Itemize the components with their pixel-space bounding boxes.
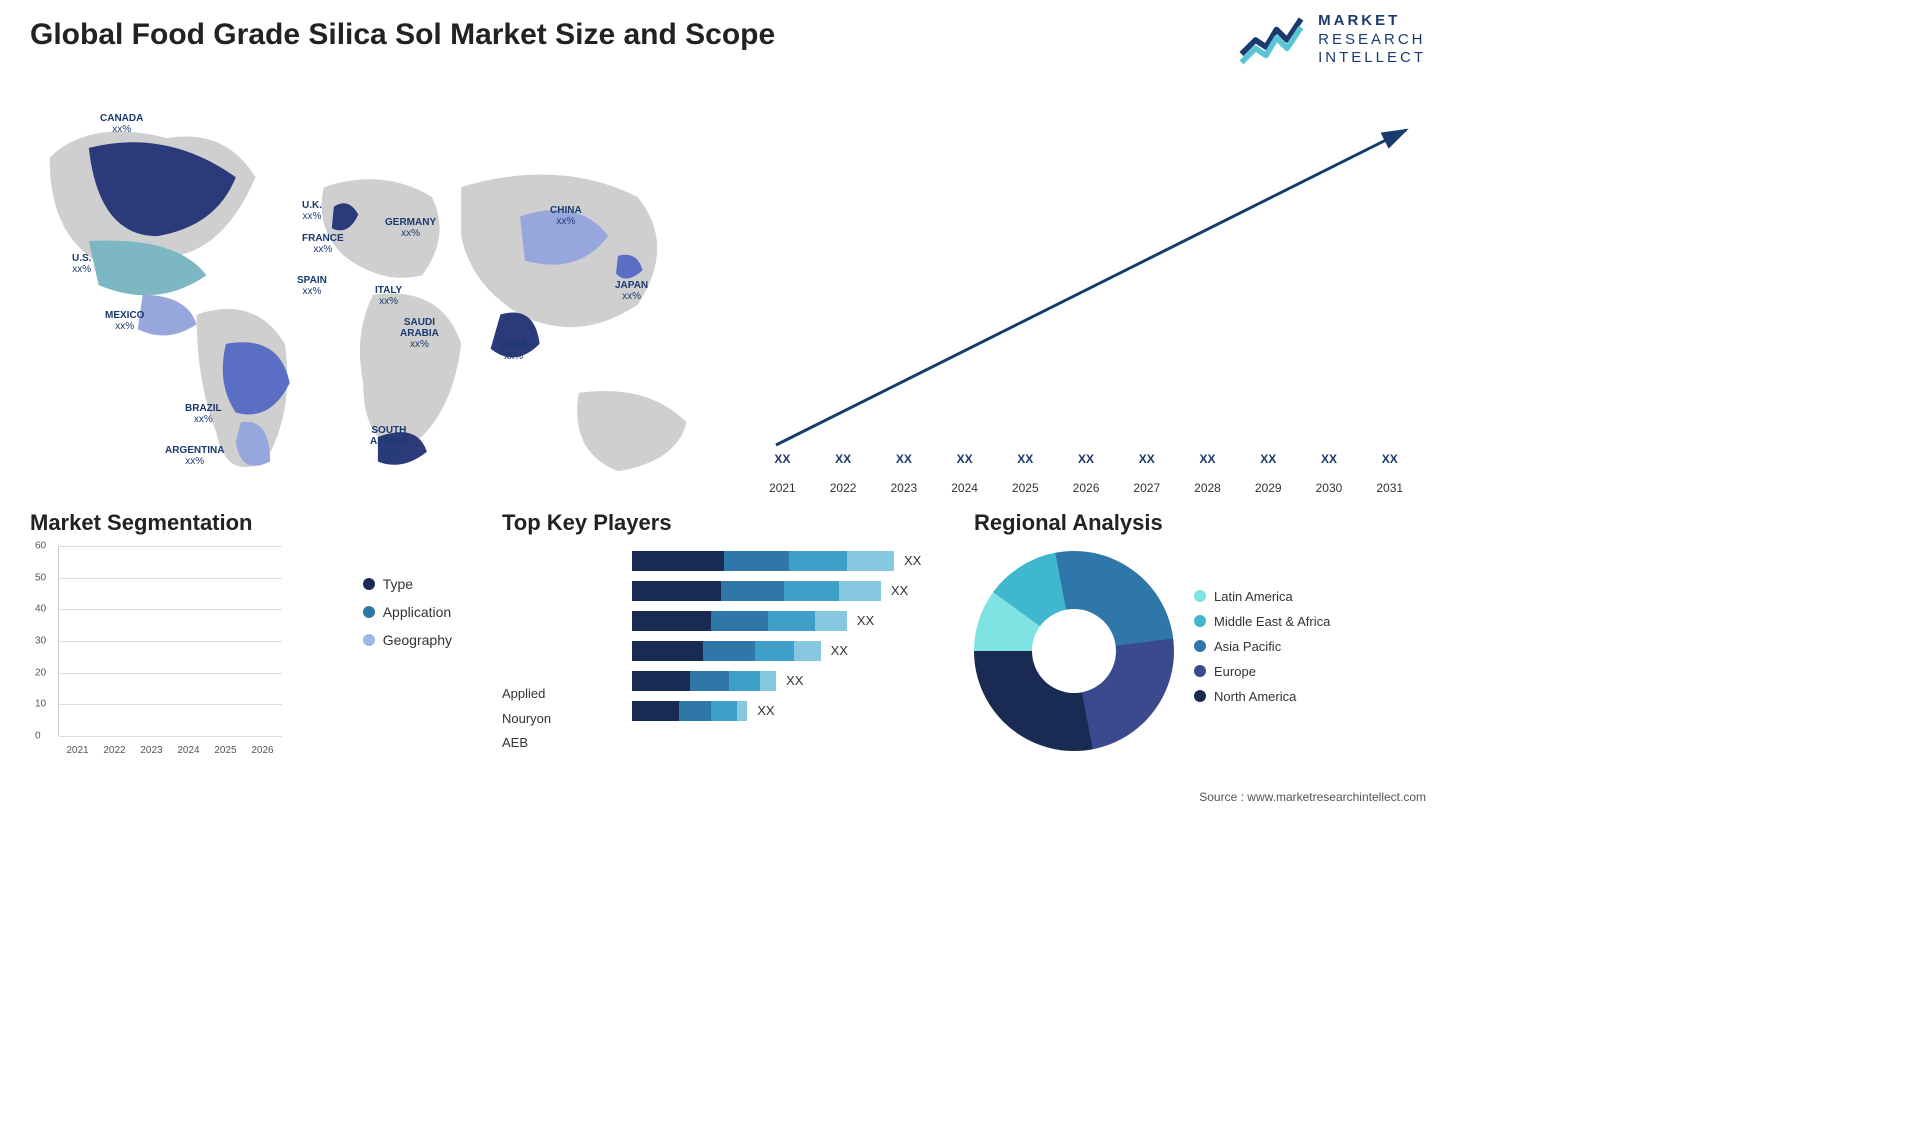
growth-bar-chart: XXXXXXXXXXXXXXXXXXXXXX 20212022202320242… [746, 85, 1426, 495]
key-players-names: AppliedNouryonAEB [502, 682, 551, 756]
map-label: ITALYxx% [375, 285, 402, 307]
segmentation-chart: 0102030405060 202120222023202420252026 T… [30, 546, 482, 756]
source-text: Source : www.marketresearchintellect.com [1199, 790, 1426, 804]
map-label: ARGENTINAxx% [165, 445, 224, 467]
key-player-bar: XX [632, 671, 894, 691]
key-player-bar: XX [632, 701, 894, 721]
segmentation-panel: Market Segmentation 0102030405060 202120… [30, 510, 482, 776]
map-label: JAPANxx% [615, 280, 648, 302]
logo-mark-icon [1238, 10, 1308, 70]
regional-legend-item: Asia Pacific [1194, 639, 1330, 654]
regional-legend-item: Europe [1194, 664, 1330, 679]
key-players-panel: Top Key Players AppliedNouryonAEB XXXXXX… [502, 510, 954, 776]
map-label: SOUTHAFRICAxx% [370, 425, 408, 458]
regional-panel: Regional Analysis Latin America Middle Ea… [974, 510, 1426, 776]
map-label: BRAZILxx% [185, 403, 222, 425]
key-player-bar: XX [632, 611, 894, 631]
page-title: Global Food Grade Silica Sol Market Size… [30, 18, 775, 52]
growth-bar: XX [938, 452, 991, 470]
growth-bar: XX [1363, 452, 1416, 470]
logo-text: MARKET RESEARCH INTELLECT [1318, 12, 1426, 68]
regional-legend-item: Latin America [1194, 589, 1330, 604]
map-label: FRANCExx% [302, 233, 344, 255]
growth-bar: XX [1242, 452, 1295, 470]
regional-donut [974, 551, 1174, 751]
segmentation-legend: TypeApplicationGeography [363, 576, 452, 660]
regional-legend-item: Middle East & Africa [1194, 614, 1330, 629]
growth-bar: XX [1181, 452, 1234, 470]
map-label: MEXICOxx% [105, 310, 144, 332]
growth-bar: XX [1303, 452, 1356, 470]
key-player-bar: XX [632, 641, 894, 661]
world-map: CANADAxx% U.S.xx% MEXICOxx% BRAZILxx% ARGENT… [30, 85, 716, 495]
brand-logo: MARKET RESEARCH INTELLECT [1238, 10, 1426, 70]
map-label: INDIAxx% [500, 340, 527, 362]
growth-bar: XX [817, 452, 870, 470]
map-label: CHINAxx% [550, 205, 582, 227]
map-label: U.S.xx% [72, 253, 91, 275]
regional-legend: Latin America Middle East & Africa Asia Pa… [1194, 589, 1330, 714]
key-player-bar: XX [632, 551, 894, 571]
growth-bar: XX [999, 452, 1052, 470]
regional-legend-item: North America [1194, 689, 1330, 704]
regional-title: Regional Analysis [974, 510, 1426, 536]
key-player-bar: XX [632, 581, 894, 601]
growth-bar: XX [1060, 452, 1113, 470]
map-label: SAUDIARABIAxx% [400, 317, 439, 350]
map-label: GERMANYxx% [385, 217, 436, 239]
map-label: U.K.xx% [302, 200, 322, 222]
growth-bar: XX [1120, 452, 1173, 470]
key-players-title: Top Key Players [502, 510, 954, 536]
segmentation-title: Market Segmentation [30, 510, 482, 536]
growth-bar: XX [756, 452, 809, 470]
map-label: SPAINxx% [297, 275, 327, 297]
map-label: CANADAxx% [100, 113, 143, 135]
key-players-bars: XX XX XX XX XX XX [632, 551, 894, 751]
growth-bar: XX [877, 452, 930, 470]
